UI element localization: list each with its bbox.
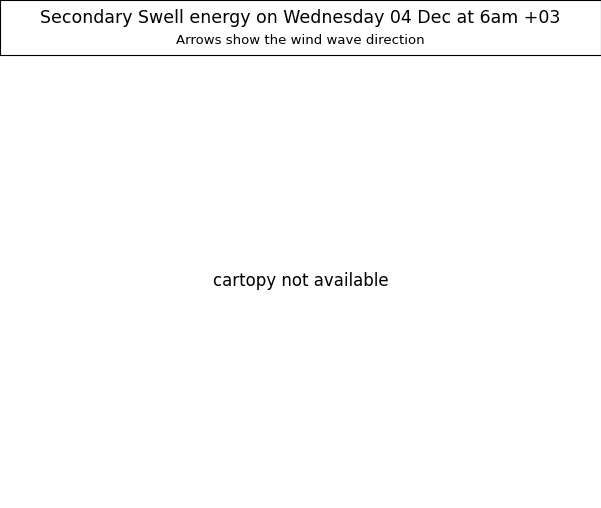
Text: Secondary Swell energy on Wednesday 04 Dec at 6am +03: Secondary Swell energy on Wednesday 04 D… xyxy=(40,9,561,26)
Text: cartopy not available: cartopy not available xyxy=(213,272,388,291)
Text: Arrows show the wind wave direction: Arrows show the wind wave direction xyxy=(176,34,425,47)
